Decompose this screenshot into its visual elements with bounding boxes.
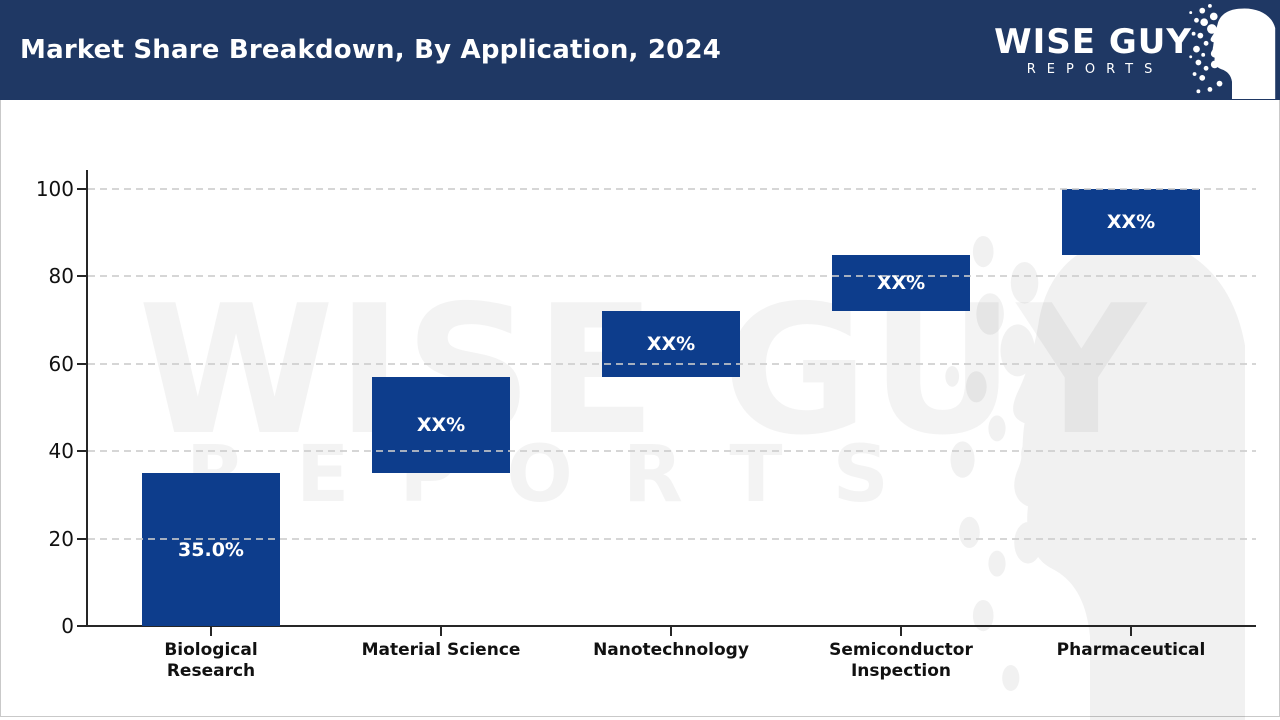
y-tick-label: 0 xyxy=(61,614,74,638)
x-category-label: Material Science xyxy=(361,640,521,660)
y-tick-label: 20 xyxy=(48,526,74,551)
brand-logo-text: WISE GUY REPORTS xyxy=(994,25,1192,76)
dotted-face-icon xyxy=(1189,3,1276,99)
gridline xyxy=(88,275,1256,278)
x-category-label: Semiconductor Inspection xyxy=(829,640,973,682)
y-axis-tick xyxy=(77,537,86,540)
y-axis-line xyxy=(86,170,88,627)
header-bar: Market Share Breakdown, By Application, … xyxy=(0,0,1280,100)
x-category-label: Nanotechnology xyxy=(593,640,749,660)
y-tick-label: 80 xyxy=(48,264,74,289)
x-axis-tick xyxy=(210,627,212,636)
y-tick-label: 40 xyxy=(48,439,74,464)
bar-value-label: 35.0% xyxy=(178,538,244,561)
brand-name: WISE GUY xyxy=(994,21,1192,62)
x-category-label: Pharmaceutical xyxy=(1056,640,1206,660)
page-title: Market Share Breakdown, By Application, … xyxy=(20,35,722,65)
y-tick-label: 60 xyxy=(48,351,74,376)
bar-value-label: XX% xyxy=(1106,210,1156,233)
y-tick-label: 100 xyxy=(35,177,74,201)
gridline xyxy=(88,188,1256,190)
bar xyxy=(142,473,280,626)
y-axis-tick xyxy=(77,625,86,627)
bar xyxy=(602,311,740,377)
x-axis-tick xyxy=(1130,627,1132,636)
bar-value-label: XX% xyxy=(416,413,466,436)
bar xyxy=(832,254,970,312)
brand-subname: REPORTS xyxy=(1026,61,1164,77)
brand-logo: WISE GUY REPORTS xyxy=(994,0,1278,100)
bar-value-label: XX% xyxy=(646,333,696,356)
x-axis-tick xyxy=(900,627,902,636)
bar-value-label: XX% xyxy=(876,271,926,294)
gridline xyxy=(88,450,1256,453)
y-axis-tick xyxy=(77,362,86,365)
y-axis-tick xyxy=(77,450,86,453)
gridline xyxy=(88,537,1256,540)
bar xyxy=(372,376,510,474)
x-axis-tick xyxy=(670,627,672,636)
x-axis-line xyxy=(86,625,1256,627)
x-axis-tick xyxy=(440,627,442,636)
bar xyxy=(1062,189,1200,255)
x-category-label: Biological Research xyxy=(164,640,258,682)
y-axis-tick xyxy=(77,275,86,278)
gridline xyxy=(88,362,1256,365)
y-axis-tick xyxy=(77,188,86,190)
